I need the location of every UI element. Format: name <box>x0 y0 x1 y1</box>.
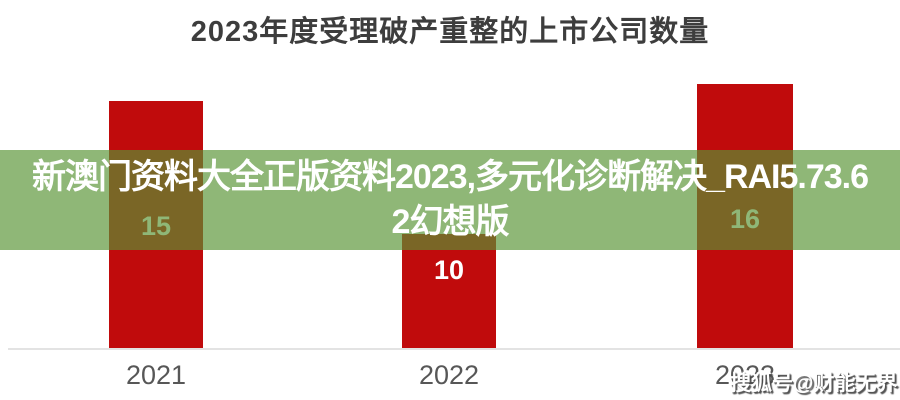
banner-text-line2: 2幻想版 <box>391 203 510 241</box>
x-axis-line <box>8 348 900 350</box>
sohu-watermark: 搜狐号@财能无界 <box>730 372 898 395</box>
banner-text-line1: 新澳门资料大全正版资料2023,多元化诊断解决_RAI5.73.6 <box>31 158 869 196</box>
overlay-text-banner: 新澳门资料大全正版资料2023,多元化诊断解决_RAI5.73.6 2幻想版 <box>0 150 900 250</box>
bar-value-label: 10 <box>433 255 465 285</box>
x-axis-label-2021: 2021 <box>125 360 187 390</box>
chart-title: 2023年度受理破产重整的上市公司数量 <box>190 16 710 48</box>
x-axis-label-2023: 2023 <box>714 360 776 390</box>
bar-2022: 10 <box>402 234 496 349</box>
x-axis-label-2022: 2022 <box>418 360 480 390</box>
